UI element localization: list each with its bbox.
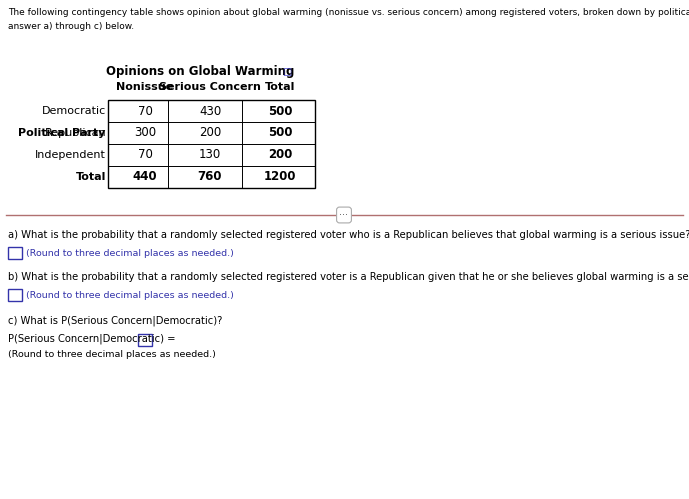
Text: □: □: [282, 67, 291, 77]
Text: The following contingency table shows opinion about global warming (nonissue vs.: The following contingency table shows op…: [8, 8, 689, 17]
Text: Democratic: Democratic: [42, 106, 106, 116]
Text: 500: 500: [268, 127, 292, 140]
Text: 1200: 1200: [264, 171, 296, 184]
Text: answer a) through c) below.: answer a) through c) below.: [8, 22, 134, 31]
Text: Political Party: Political Party: [18, 128, 105, 138]
Text: Total: Total: [265, 82, 295, 92]
Text: 500: 500: [268, 104, 292, 117]
Text: 130: 130: [199, 149, 221, 162]
Bar: [138, 334, 152, 346]
Text: Republican: Republican: [44, 128, 106, 138]
Text: ···: ···: [340, 210, 349, 220]
Text: 300: 300: [134, 127, 156, 140]
Text: (Round to three decimal places as needed.): (Round to three decimal places as needed…: [26, 290, 234, 299]
Bar: [108, 100, 315, 188]
Text: 440: 440: [133, 171, 157, 184]
Text: Serious Concern: Serious Concern: [159, 82, 261, 92]
Bar: [8, 247, 22, 259]
Text: 200: 200: [268, 149, 292, 162]
Text: P(Serious Concern|Democratic) =: P(Serious Concern|Democratic) =: [8, 333, 176, 343]
Bar: [8, 289, 22, 301]
Text: b) What is the probability that a randomly selected registered voter is a Republ: b) What is the probability that a random…: [8, 272, 689, 282]
Text: c) What is P(Serious Concern|Democratic)?: c) What is P(Serious Concern|Democratic)…: [8, 315, 223, 325]
Text: Nonissue: Nonissue: [116, 82, 174, 92]
Text: 70: 70: [138, 104, 152, 117]
Text: (Round to three decimal places as needed.): (Round to three decimal places as needed…: [26, 249, 234, 257]
Text: 70: 70: [138, 149, 152, 162]
Text: Opinions on Global Warming: Opinions on Global Warming: [106, 65, 294, 78]
Text: 760: 760: [198, 171, 223, 184]
Text: 430: 430: [199, 104, 221, 117]
Text: Total: Total: [76, 172, 106, 182]
Text: (Round to three decimal places as needed.): (Round to three decimal places as needed…: [8, 350, 216, 359]
Text: Independent: Independent: [35, 150, 106, 160]
Text: a) What is the probability that a randomly selected registered voter who is a Re: a) What is the probability that a random…: [8, 230, 689, 240]
Text: 200: 200: [199, 127, 221, 140]
